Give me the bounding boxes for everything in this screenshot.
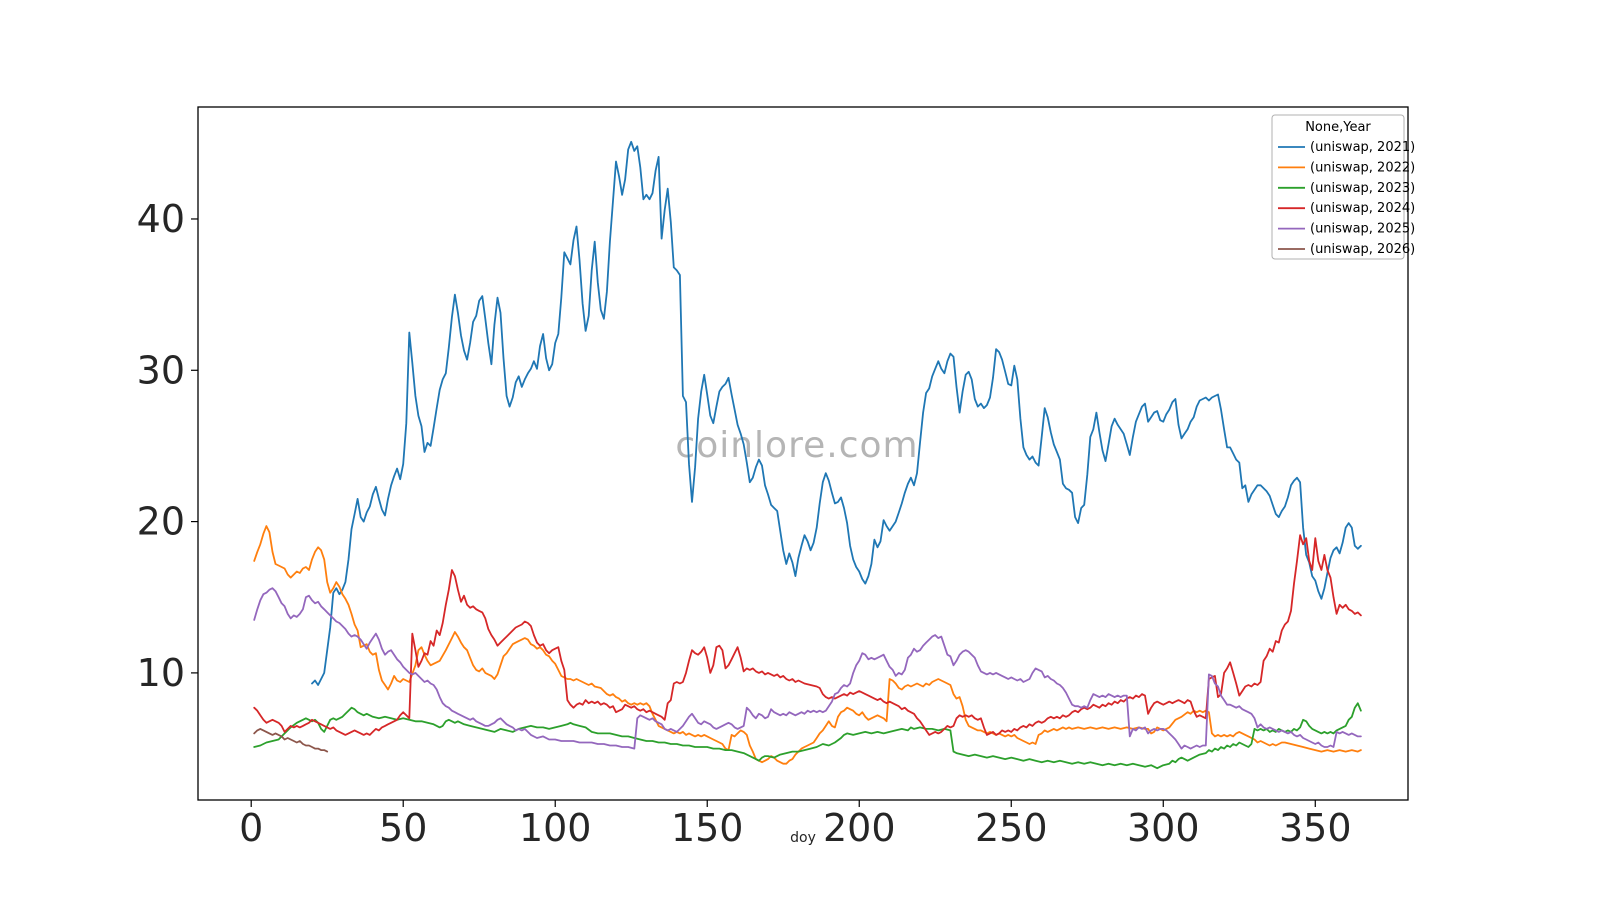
legend-entry-label: (uniswap, 2022) (1310, 160, 1415, 175)
legend-entry-label: (uniswap, 2025) (1310, 222, 1415, 237)
x-tick-label: 100 (519, 806, 592, 850)
legend-entry-label: (uniswap, 2021) (1310, 140, 1415, 155)
legend-title: None,Year (1305, 120, 1371, 135)
series-line-uniswap2021 (311, 140, 1362, 686)
x-axis-label: doy (790, 830, 816, 846)
series-line-uniswap2026 (253, 728, 329, 753)
x-tick-label: 150 (671, 806, 744, 850)
x-tick-label: 50 (379, 806, 427, 850)
plot-border (197, 106, 1409, 801)
legend-entry-label: (uniswap, 2026) (1310, 242, 1415, 257)
x-tick-label: 300 (1127, 806, 1200, 850)
y-tick-label: 10 (137, 651, 185, 695)
series-line-uniswap2023 (253, 702, 1362, 770)
legend-entry-label: (uniswap, 2023) (1310, 181, 1415, 196)
x-tick-label: 350 (1279, 806, 1352, 850)
y-tick-label: 40 (137, 197, 185, 241)
x-tick-label: 200 (823, 806, 896, 850)
series-line-uniswap2022 (253, 525, 1362, 765)
x-tick-label: 250 (975, 806, 1048, 850)
legend-entry-label: (uniswap, 2024) (1310, 201, 1415, 216)
y-tick-label: 20 (137, 500, 185, 544)
series-line-uniswap2025 (253, 587, 1362, 750)
x-tick-label: 0 (239, 806, 263, 850)
legend-box (1271, 114, 1405, 260)
series-line-uniswap2024 (253, 534, 1362, 736)
watermark: coinlore.com (675, 425, 919, 466)
y-tick-label: 30 (137, 348, 185, 392)
